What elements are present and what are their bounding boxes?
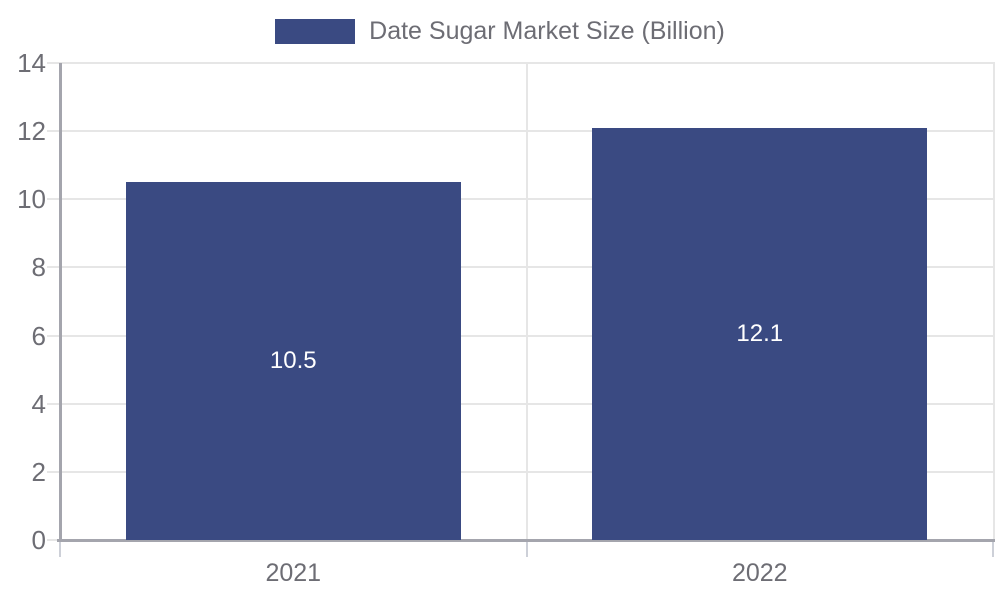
y-tick-label: 4: [31, 388, 46, 419]
x-tick-label: 2021: [265, 559, 322, 587]
y-tick-label: 2: [31, 456, 46, 487]
y-tick: [47, 62, 60, 64]
y-tick-label: 10: [17, 184, 46, 215]
gridline: [60, 130, 995, 133]
x-tick-label: 2022: [731, 559, 788, 587]
y-tick: [47, 402, 60, 405]
bar-value-label: 10.5: [269, 347, 317, 375]
x-axis-line: [57, 539, 995, 542]
gridline: [60, 62, 995, 64]
y-tick: [47, 266, 60, 269]
y-tick-label: 8: [31, 252, 46, 283]
gridline: [60, 266, 995, 269]
y-axis-line: [59, 63, 62, 540]
y-tick: [47, 539, 60, 541]
gridline: [60, 402, 995, 405]
legend-swatch: [275, 18, 356, 44]
gridline: [60, 198, 995, 201]
y-tick: [47, 130, 60, 133]
y-tick: [47, 198, 60, 201]
y-tick-label: 6: [31, 320, 46, 351]
y-tick: [47, 470, 60, 473]
gridline: [60, 334, 995, 337]
x-tick: [525, 540, 528, 557]
chart-legend: Date Sugar Market Size (Billion): [0, 17, 1000, 45]
y-tick-label: 12: [17, 116, 46, 147]
bar-value-label: 12.1: [736, 319, 784, 347]
y-tick-label: 14: [17, 48, 46, 78]
y-tick-label: 0: [31, 525, 46, 555]
gridline-vertical: [525, 63, 528, 540]
x-tick: [992, 540, 994, 557]
bar: [125, 182, 461, 540]
plot-right-border: [993, 63, 995, 540]
legend-label: Date Sugar Market Size (Billion): [369, 16, 725, 45]
bar: [592, 127, 928, 540]
gridline: [60, 470, 995, 473]
x-tick: [59, 540, 61, 557]
y-tick: [47, 334, 60, 337]
